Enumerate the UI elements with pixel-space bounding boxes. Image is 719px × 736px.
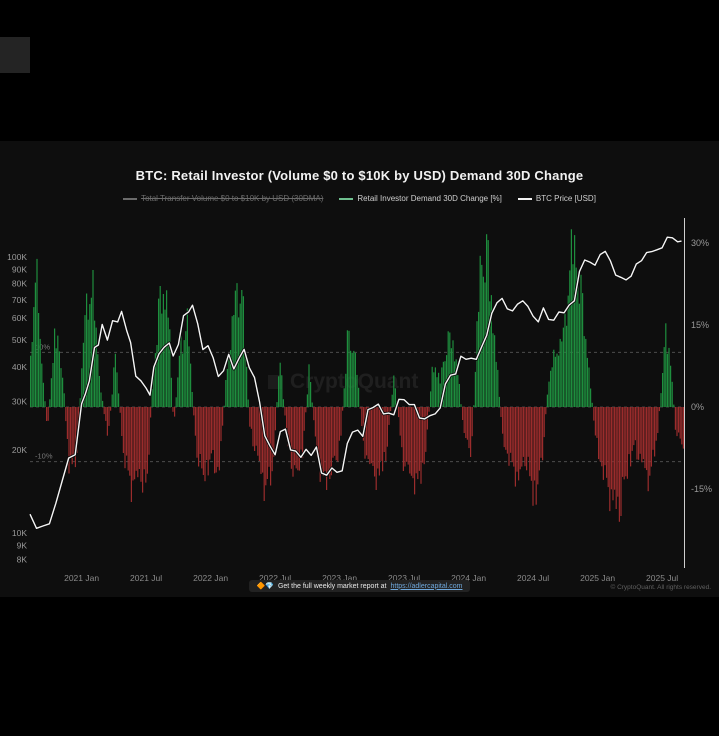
chart-panel: [0, 141, 719, 597]
gem-icons: 🔶💎: [256, 583, 274, 590]
legend-dash-icon: [339, 197, 354, 200]
svg-text:30K: 30K: [12, 396, 27, 406]
chart-legend: Total Transfer Volume $0 to $10K by USD …: [0, 194, 719, 203]
svg-text:70K: 70K: [12, 295, 27, 305]
svg-text:2023 Jul: 2023 Jul: [388, 573, 420, 583]
svg-text:2025 Jul: 2025 Jul: [646, 573, 678, 583]
svg-text:2024 Jan: 2024 Jan: [451, 573, 486, 583]
chart-title: BTC: Retail Investor (Volume $0 to $10K …: [135, 168, 584, 183]
svg-text:2021 Jan: 2021 Jan: [64, 573, 99, 583]
svg-text:2024 Jul: 2024 Jul: [517, 573, 549, 583]
svg-text:40K: 40K: [12, 362, 27, 372]
legend-label: Total Transfer Volume $0 to $10K by USD …: [141, 194, 324, 203]
svg-text:10K: 10K: [12, 528, 27, 538]
legend-dash-icon: [517, 197, 532, 200]
legend-label: Retail Investor Demand 30D Change [%]: [357, 194, 502, 203]
svg-text:100K: 100K: [7, 252, 27, 262]
legend-item-btc-price[interactable]: BTC Price [USD]: [517, 194, 596, 203]
svg-text:9K: 9K: [17, 541, 28, 551]
svg-text:60K: 60K: [12, 313, 27, 323]
legend-label: BTC Price [USD]: [535, 194, 596, 203]
report-text: Get the full weekly market report at: [277, 582, 387, 590]
svg-text:15%: 15%: [691, 320, 709, 330]
svg-text:-15%: -15%: [691, 484, 712, 494]
legend-item-retail-demand[interactable]: Retail Investor Demand 30D Change [%]: [339, 194, 502, 203]
report-banner: 🔶💎 Get the full weekly market report at …: [248, 580, 471, 592]
svg-text:2025 Jan: 2025 Jan: [580, 573, 615, 583]
svg-text:2021 Jul: 2021 Jul: [130, 573, 162, 583]
svg-text:8K: 8K: [17, 555, 28, 565]
svg-text:20K: 20K: [12, 445, 27, 455]
svg-text:50K: 50K: [12, 335, 27, 345]
chart-canvas[interactable]: CryptoQuant10%-10%100K90K80K70K60K50K40K…: [0, 141, 719, 597]
copyright-notice: © CryptoQuant. All rights reserved.: [610, 584, 711, 591]
svg-text:80K: 80K: [12, 279, 27, 289]
svg-text:90K: 90K: [12, 265, 27, 275]
report-link[interactable]: https://adlercapital.com: [390, 582, 463, 590]
svg-text:30%: 30%: [691, 238, 709, 248]
svg-text:2022 Jan: 2022 Jan: [193, 573, 228, 583]
legend-dash-icon: [123, 197, 138, 200]
top-left-artifact: [0, 37, 30, 73]
legend-item-total-transfer-volume[interactable]: Total Transfer Volume $0 to $10K by USD …: [123, 194, 323, 203]
svg-text:0%: 0%: [691, 402, 704, 412]
svg-text:-10%: -10%: [35, 452, 53, 461]
svg-text:2022 Jul: 2022 Jul: [259, 573, 291, 583]
svg-text:10%: 10%: [35, 342, 50, 351]
svg-text:2023 Jan: 2023 Jan: [322, 573, 357, 583]
